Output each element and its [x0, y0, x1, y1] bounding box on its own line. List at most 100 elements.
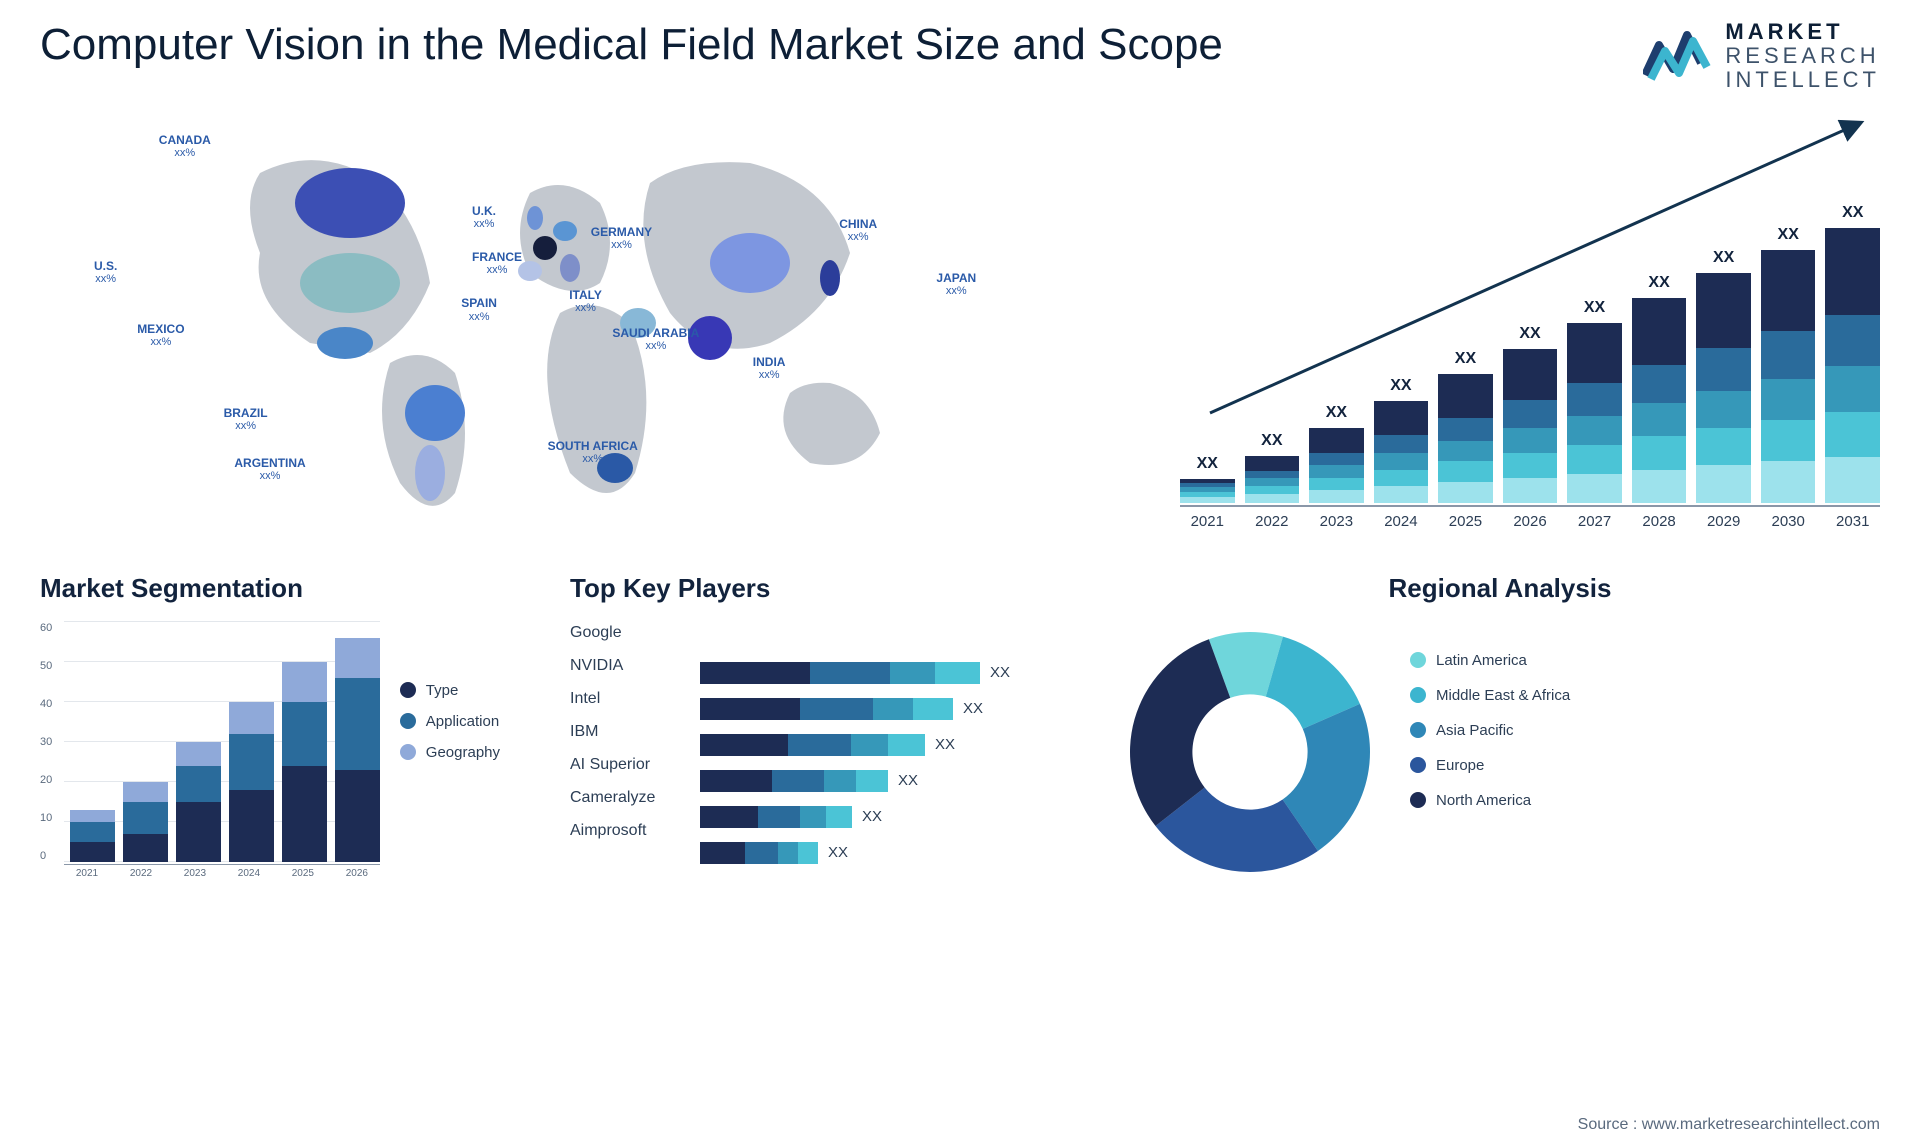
- seg-ytick: 60: [40, 622, 64, 634]
- seg-xaxis-year: 2024: [226, 865, 272, 882]
- growth-segment: [1696, 348, 1751, 391]
- region-legend-item: Latin America: [1410, 652, 1570, 669]
- seg-ytick: 10: [40, 812, 64, 824]
- seg-bar-2025: [282, 662, 327, 862]
- regional-donut: [1120, 622, 1380, 882]
- map-label-italy: ITALYxx%: [569, 289, 602, 314]
- map-country-canada: [295, 168, 405, 238]
- player-segment: [935, 662, 980, 684]
- seg-xaxis-year: 2026: [334, 865, 380, 882]
- map-country-brazil: [405, 385, 465, 441]
- regional-legend: Latin America Middle East & Africa Asia Pa…: [1410, 622, 1570, 809]
- segmentation-chart: 0102030405060 202120222023202420252026: [40, 622, 380, 882]
- map-label-japan: JAPANxx%: [936, 272, 976, 297]
- player-bar-row: XX: [700, 806, 1080, 828]
- growth-bar-toplabel: XX: [1842, 204, 1863, 222]
- map-label-u-k-: U.K.xx%: [472, 205, 496, 230]
- growth-xaxis-year: 2031: [1825, 507, 1880, 533]
- growth-chart-panel: XXXXXXXXXXXXXXXXXXXXXX 20212022202320242…: [1180, 113, 1880, 533]
- growth-segment: [1761, 420, 1816, 461]
- growth-bar-2028: XX: [1632, 274, 1687, 503]
- seg-xaxis-year: 2023: [172, 865, 218, 882]
- growth-segment: [1503, 428, 1558, 453]
- growth-bar-2024: XX: [1374, 377, 1429, 502]
- seg-ytick: 20: [40, 774, 64, 786]
- seg-segment: [335, 770, 380, 862]
- map-label-brazil: BRAZILxx%: [224, 407, 268, 432]
- growth-bar-toplabel: XX: [1326, 404, 1347, 422]
- seg-bar-2021: [70, 810, 115, 862]
- legend-label: Europe: [1436, 757, 1484, 774]
- region-legend-item: Asia Pacific: [1410, 722, 1570, 739]
- growth-segment: [1309, 428, 1364, 453]
- growth-segment: [1309, 490, 1364, 502]
- player-segment: [824, 770, 856, 792]
- player-segment: [700, 770, 772, 792]
- players-title: Top Key Players: [570, 573, 1080, 604]
- seg-segment: [70, 810, 115, 822]
- growth-xaxis-year: 2028: [1632, 507, 1687, 533]
- growth-segment: [1245, 471, 1300, 478]
- seg-segment: [282, 662, 327, 702]
- player-value: XX: [862, 808, 882, 825]
- world-map: [40, 113, 1120, 533]
- map-label-mexico: MEXICOxx%: [137, 323, 184, 348]
- seg-bar-2022: [123, 782, 168, 862]
- player-name: NVIDIA: [570, 657, 680, 675]
- map-label-u-s-: U.S.xx%: [94, 260, 117, 285]
- growth-bar-2027: XX: [1567, 299, 1622, 503]
- player-bars: XXXXXXXXXXXX: [700, 622, 1080, 864]
- seg-segment: [229, 734, 274, 790]
- swatch: [400, 713, 416, 729]
- segmentation-panel: Market Segmentation 0102030405060 202120…: [40, 573, 530, 873]
- player-value: XX: [990, 664, 1010, 681]
- legend-label: Geography: [426, 744, 500, 761]
- growth-segment: [1309, 465, 1364, 477]
- logo-icon: [1643, 27, 1713, 85]
- seg-bar-2026: [335, 638, 380, 862]
- growth-segment: [1503, 478, 1558, 503]
- growth-segment: [1696, 465, 1751, 502]
- growth-bar-toplabel: XX: [1261, 432, 1282, 450]
- player-value: XX: [963, 700, 983, 717]
- seg-segment: [229, 790, 274, 862]
- growth-segment: [1309, 453, 1364, 465]
- player-segment: [800, 806, 826, 828]
- growth-xaxis-year: 2029: [1696, 507, 1751, 533]
- growth-xaxis-year: 2023: [1309, 507, 1364, 533]
- growth-xaxis-year: 2024: [1374, 507, 1429, 533]
- map-country-u-s-: [300, 253, 400, 313]
- player-bar-row: XX: [700, 770, 1080, 792]
- growth-xaxis-year: 2022: [1245, 507, 1300, 533]
- player-value: XX: [898, 772, 918, 789]
- growth-bar-toplabel: XX: [1455, 350, 1476, 368]
- map-country-mexico: [317, 327, 373, 359]
- seg-legend-item: Type: [400, 682, 500, 699]
- growth-segment: [1374, 470, 1429, 487]
- growth-segment: [1632, 470, 1687, 503]
- legend-label: North America: [1436, 792, 1531, 809]
- player-name: AI Superior: [570, 756, 680, 774]
- map-label-south-africa: SOUTH AFRICAxx%: [548, 440, 638, 465]
- swatch: [1410, 722, 1426, 738]
- growth-segment: [1761, 331, 1816, 379]
- logo: MARKET RESEARCH INTELLECT: [1643, 20, 1880, 93]
- logo-line1: MARKET: [1725, 20, 1880, 44]
- region-legend-item: Middle East & Africa: [1410, 687, 1570, 704]
- growth-segment: [1696, 273, 1751, 347]
- growth-segment: [1632, 403, 1687, 436]
- seg-segment: [123, 834, 168, 862]
- growth-bar-toplabel: XX: [1584, 299, 1605, 317]
- growth-segment: [1503, 453, 1558, 478]
- region-legend-item: Europe: [1410, 757, 1570, 774]
- growth-segment: [1245, 478, 1300, 486]
- player-segment: [873, 698, 913, 720]
- map-label-canada: CANADAxx%: [159, 134, 211, 159]
- legend-label: Middle East & Africa: [1436, 687, 1570, 704]
- growth-segment: [1438, 461, 1493, 482]
- seg-ytick: 40: [40, 698, 64, 710]
- growth-bar-2021: XX: [1180, 455, 1235, 503]
- growth-segment: [1825, 457, 1880, 502]
- growth-xaxis-year: 2030: [1761, 507, 1816, 533]
- map-country-china: [710, 233, 790, 293]
